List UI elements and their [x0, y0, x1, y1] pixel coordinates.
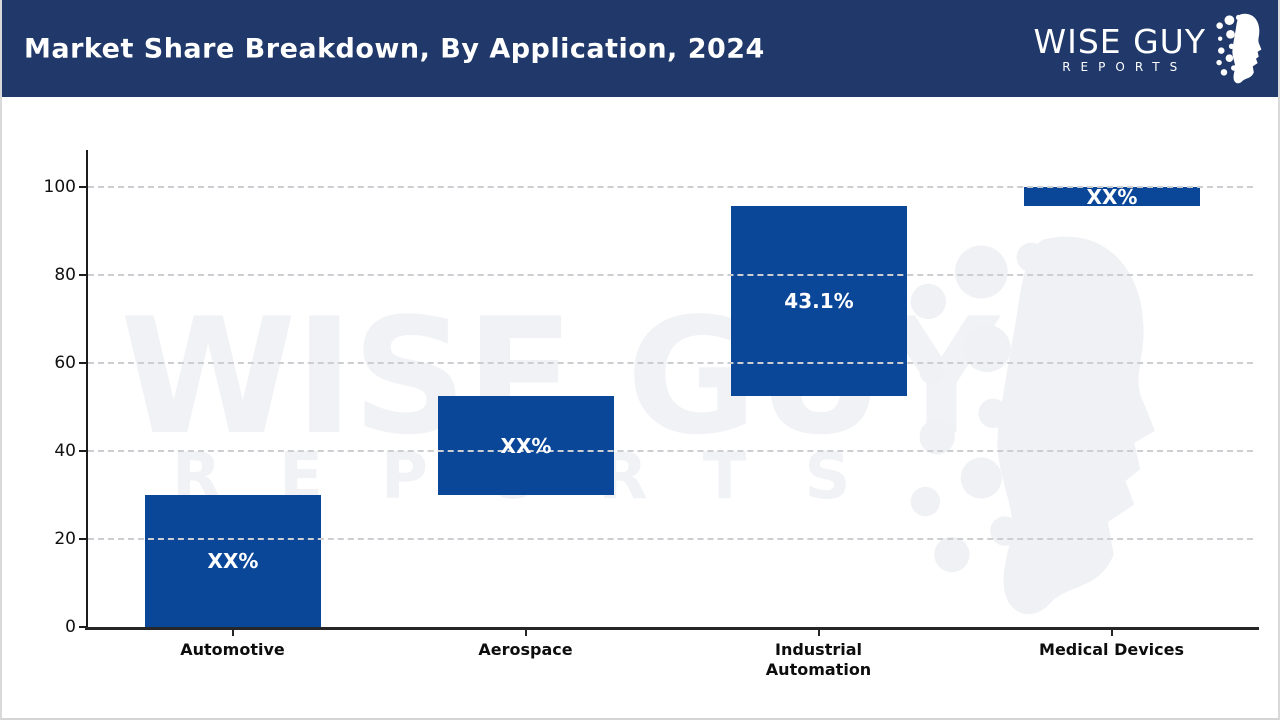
y-tick-mark — [79, 362, 87, 364]
bar-value-label: XX% — [207, 549, 259, 573]
y-tick-mark — [79, 186, 87, 188]
y-tick-mark — [79, 450, 87, 452]
y-tick-label: 0 — [65, 617, 76, 637]
x-axis-line — [85, 627, 1259, 630]
x-tick-mark — [1110, 630, 1113, 636]
bar-label-clip: XX% — [438, 396, 614, 495]
x-category-label: Medical Devices — [1039, 640, 1184, 659]
x-category-label: Automotive — [180, 640, 285, 659]
x-category-label: Industrial Automation — [765, 640, 872, 680]
gridline-100 — [88, 186, 1253, 188]
bar-label-clip: XX% — [1024, 187, 1200, 206]
logo-text: WISE GUY REPORTS — [1033, 25, 1206, 73]
y-tick-label: 20 — [54, 529, 76, 549]
y-tick-mark — [79, 626, 87, 628]
bar-value-label: XX% — [500, 433, 552, 458]
y-tick-label: 80 — [54, 265, 76, 285]
y-tick-mark — [79, 274, 87, 276]
bar-label-clip: XX% — [145, 495, 321, 627]
bar-aerospace — [438, 396, 614, 495]
y-axis-line — [86, 150, 88, 630]
x-tick-mark — [817, 630, 820, 636]
gridline-40 — [88, 450, 1253, 452]
bar-automotive — [145, 495, 321, 627]
y-tick-label: 100 — [43, 177, 76, 197]
y-tick-label: 40 — [54, 441, 76, 461]
gridline-20 — [88, 538, 1253, 540]
logo-head-icon — [1216, 13, 1262, 83]
bar-value-label: 43.1% — [784, 289, 854, 314]
gridline-60 — [88, 362, 1253, 364]
y-tick-label: 60 — [54, 353, 76, 373]
wise-guy-reports-logo: WISE GUY REPORTS — [1033, 11, 1262, 87]
page-title: Market Share Breakdown, By Application, … — [24, 33, 765, 64]
page-header: Market Share Breakdown, By Application, … — [2, 0, 1278, 97]
watermark-head-dots-graphic — [910, 236, 1155, 615]
gridline-80 — [88, 274, 1253, 276]
bar-label-clip: 43.1% — [731, 206, 907, 396]
x-tick-mark — [524, 630, 527, 636]
y-tick-mark — [79, 538, 87, 540]
bar-medical-devices — [1024, 187, 1200, 207]
x-category-label: Aerospace — [478, 640, 573, 659]
x-tick-mark — [231, 630, 234, 636]
logo-wiseguy-label: WISE GUY — [1033, 21, 1206, 61]
bar-value-label: XX% — [1086, 187, 1138, 207]
bar-industrial-automation — [731, 206, 907, 396]
logo-reports-label: REPORTS — [1062, 59, 1188, 74]
